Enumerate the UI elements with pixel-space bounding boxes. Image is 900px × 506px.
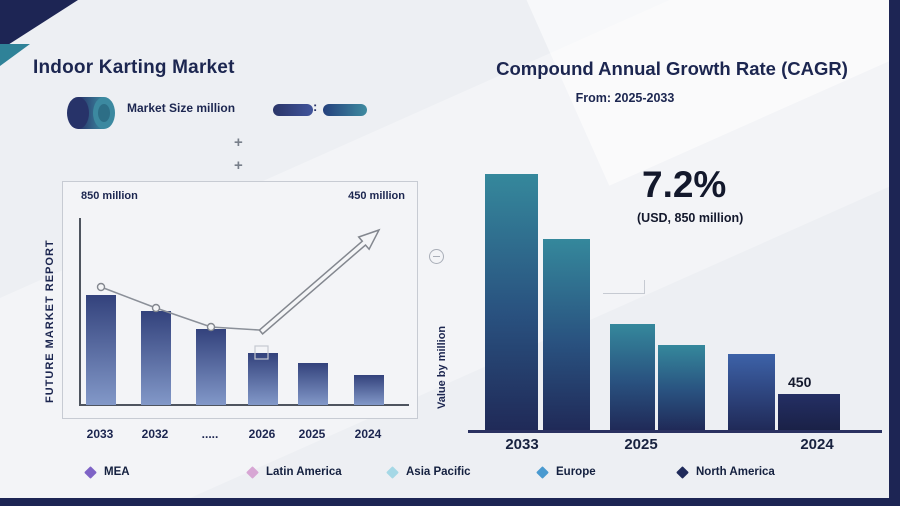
legend-diamond-icon <box>676 465 689 479</box>
cagr-bar-2025-value-high <box>610 324 655 430</box>
chart-max-value-label: 850 million <box>81 190 138 202</box>
cagr-bar-2033-value-high <box>485 173 538 430</box>
legend-item-asia-pacific: Asia Pacific <box>386 465 471 479</box>
chart-min-value-label: 450 million <box>348 190 405 202</box>
x-axis-line <box>79 404 409 406</box>
market-x-label-2025: 2025 <box>298 427 326 441</box>
market-chart-y-axis-label: FUTURE MARKET REPORT <box>44 239 56 403</box>
market-x-label-mid: ..... <box>201 427 219 441</box>
market-x-label-2026: 2026 <box>248 427 276 441</box>
cagr-2024-bar-label: 450 <box>788 374 812 390</box>
legend-item-mea: MEA <box>84 465 130 479</box>
trend-line <box>100 286 260 331</box>
cagr-baseline <box>468 430 882 433</box>
market-size-cylinder-icon <box>67 97 115 129</box>
legend-pill-teal <box>323 104 367 116</box>
y-axis-line <box>79 218 81 406</box>
bracket-decoration <box>603 280 645 294</box>
trend-marker-icon <box>151 303 161 313</box>
legend-pill-navy <box>273 104 313 116</box>
market-size-bar-2026 <box>248 353 278 405</box>
legend-item-latin-america: Latin America <box>246 465 342 479</box>
market-size-bar-2033 <box>86 295 116 405</box>
trend-overlay <box>96 228 381 360</box>
legend-item-europe: Europe <box>536 465 596 479</box>
cagr-bars-group <box>468 159 882 430</box>
legend-diamond-icon <box>84 465 97 479</box>
cagr-x-label-2025: 2025 <box>624 436 658 453</box>
legend-label: North America <box>696 466 775 478</box>
cagr-bar-2024-value-high <box>728 353 775 430</box>
cagr-x-label-2033: 2033 <box>505 436 539 453</box>
cagr-x-axis-labels: 2033 2025 2024 <box>468 436 882 456</box>
market-x-label-2033: 2033 <box>86 427 114 441</box>
legend-label: MEA <box>104 466 130 478</box>
page-title: Indoor Karting Market <box>33 57 235 78</box>
legend-item-north-america: North America <box>676 465 775 479</box>
square-decoration <box>254 345 269 360</box>
plus-icon: + <box>234 134 243 151</box>
legend-label: Latin America <box>266 466 342 478</box>
market-size-legend-label: Market Size million <box>127 101 236 115</box>
cagr-bar-2025-value-low <box>658 344 705 430</box>
cagr-period: From: 2025-2033 <box>575 91 675 105</box>
legend-label: Asia Pacific <box>406 466 471 478</box>
market-x-label-2032: 2032 <box>141 427 169 441</box>
legend-diamond-icon <box>386 465 399 479</box>
cagr-title: Compound Annual Growth Rate (CAGR) <box>496 58 848 79</box>
cagr-bar-2024-value-low <box>778 394 840 430</box>
trend-marker-icon <box>96 282 106 292</box>
market-size-bar-2032 <box>141 311 171 405</box>
market-x-axis-labels: 2033 2032..... 2026 2025 2024 <box>62 427 418 445</box>
trend-marker-icon <box>206 322 216 332</box>
market-size-bar-2024 <box>354 375 384 405</box>
plus-icon: + <box>234 157 243 174</box>
region-legend: MEA Latin America Asia Pacific Europe North … <box>0 464 900 488</box>
cagr-x-label-2024: 2024 <box>800 436 834 453</box>
market-size-bar-2025 <box>298 363 328 405</box>
cagr-rate-note: (USD, 850 million) <box>637 211 744 225</box>
circle-minus-icon <box>429 249 444 264</box>
pill-separator: : <box>313 99 318 114</box>
market-size-bar-mid <box>196 329 226 405</box>
growth-arrow-icon <box>258 228 381 335</box>
legend-diamond-icon <box>536 465 549 479</box>
market-x-label-2024: 2024 <box>354 427 382 441</box>
market-bars-group <box>63 182 417 418</box>
market-size-chart: 850 million 450 million <box>62 181 418 419</box>
legend-label: Europe <box>556 466 596 478</box>
cagr-y-axis-label: Value by million <box>436 325 448 409</box>
cagr-bar-2033-value-low <box>543 238 590 430</box>
legend-diamond-icon <box>246 465 259 479</box>
